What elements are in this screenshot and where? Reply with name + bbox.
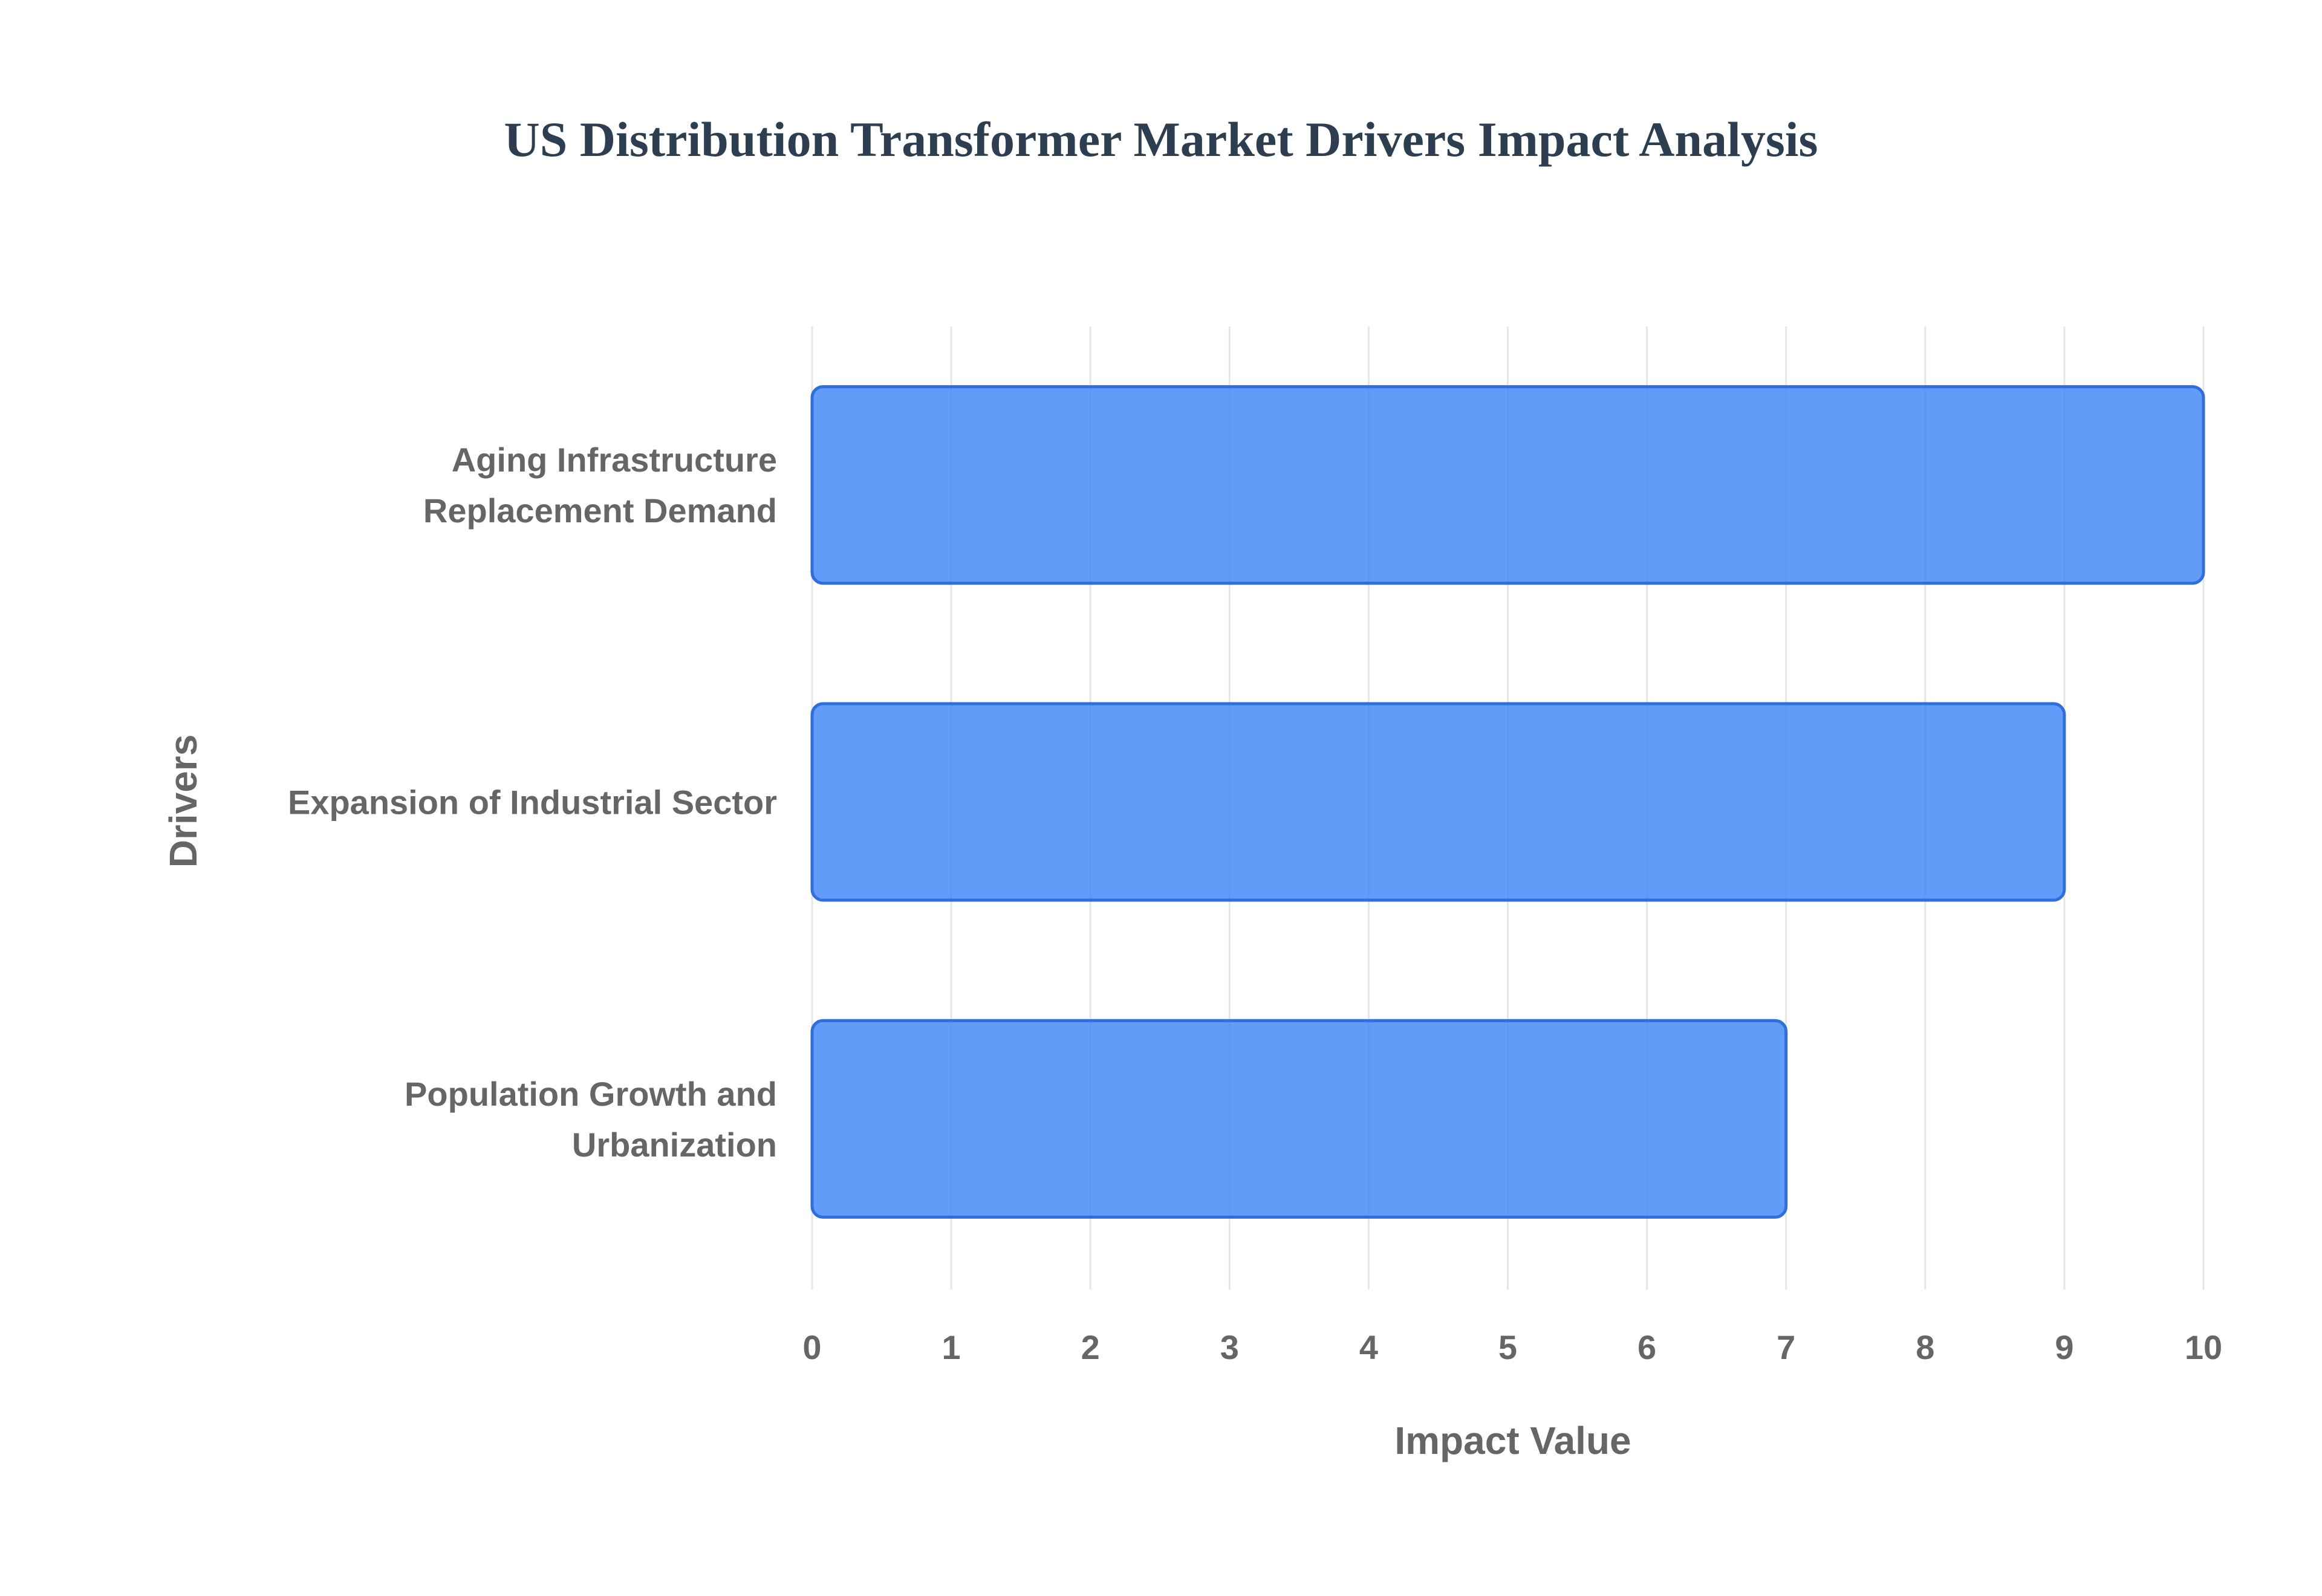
x-axis-ticks: 0 1 2 3 4 5 6 7 8 9 10 [802,1328,2222,1366]
y-tick-label: Urbanization [572,1126,777,1164]
x-tick-label: 0 [802,1328,821,1366]
x-tick-label: 3 [1220,1328,1239,1366]
y-axis-ticks: Aging Infrastructure Replacement Demand Ex… [288,441,777,1164]
y-tick-label: Population Growth and [405,1075,777,1113]
bar [810,1019,1788,1219]
x-tick-label: 5 [1498,1328,1517,1366]
x-tick-label: 7 [1777,1328,1795,1366]
y-tick-label: Aging Infrastructure [452,441,777,479]
bar [810,385,2205,585]
x-tick-label: 2 [1081,1328,1100,1366]
x-tick-label: 6 [1637,1328,1656,1366]
bar [810,702,2066,902]
y-tick-label: Replacement Demand [423,491,777,530]
x-tick-label: 1 [942,1328,961,1366]
chart-title: US Distribution Transformer Market Drive… [504,112,1818,167]
y-axis-title: Drivers [161,735,205,868]
bars [810,385,2205,1219]
x-axis-title: Impact Value [1394,1419,1631,1462]
y-tick-label: Expansion of Industrial Sector [288,783,777,822]
x-tick-label: 4 [1359,1328,1378,1366]
x-tick-label: 10 [2185,1328,2222,1366]
x-tick-label: 8 [1916,1328,1934,1366]
x-tick-label: 9 [2055,1328,2073,1366]
